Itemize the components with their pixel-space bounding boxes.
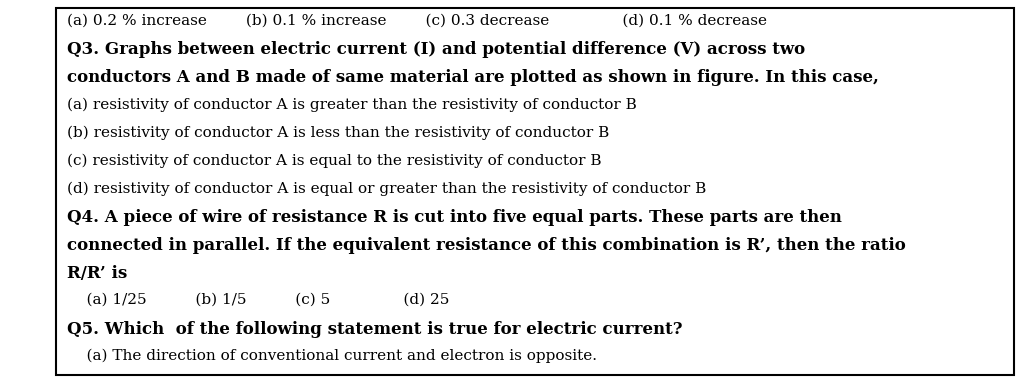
Text: (a) 0.2 % increase        (b) 0.1 % increase        (c) 0.3 decrease            : (a) 0.2 % increase (b) 0.1 % increase (c… <box>67 13 767 28</box>
Text: Q5. Which  of the following statement is true for electric current?: Q5. Which of the following statement is … <box>67 321 682 338</box>
Text: Q4. A piece of wire of resistance R is cut into five equal parts. These parts ar: Q4. A piece of wire of resistance R is c… <box>67 209 842 226</box>
Text: (c) resistivity of conductor A is equal to the resistivity of conductor B: (c) resistivity of conductor A is equal … <box>67 153 601 168</box>
Text: (b) resistivity of conductor A is less than the resistivity of conductor B: (b) resistivity of conductor A is less t… <box>67 125 609 140</box>
Text: Q3. Graphs between electric current (I) and potential difference (V) across two: Q3. Graphs between electric current (I) … <box>67 41 805 58</box>
Text: (a) resistivity of conductor A is greater than the resistivity of conductor B: (a) resistivity of conductor A is greate… <box>67 97 636 112</box>
Text: connected in parallel. If the equivalent resistance of this combination is R’, t: connected in parallel. If the equivalent… <box>67 237 905 254</box>
Text: (d) resistivity of conductor A is equal or greater than the resistivity of condu: (d) resistivity of conductor A is equal … <box>67 181 706 196</box>
Text: R/R’ is: R/R’ is <box>67 265 127 282</box>
Text: (a) 1/25          (b) 1/5          (c) 5               (d) 25: (a) 1/25 (b) 1/5 (c) 5 (d) 25 <box>67 293 449 307</box>
Text: conductors A and B made of same material are plotted as shown in figure. In this: conductors A and B made of same material… <box>67 69 879 86</box>
Text: (a) The direction of conventional current and electron is opposite.: (a) The direction of conventional curren… <box>67 349 597 363</box>
